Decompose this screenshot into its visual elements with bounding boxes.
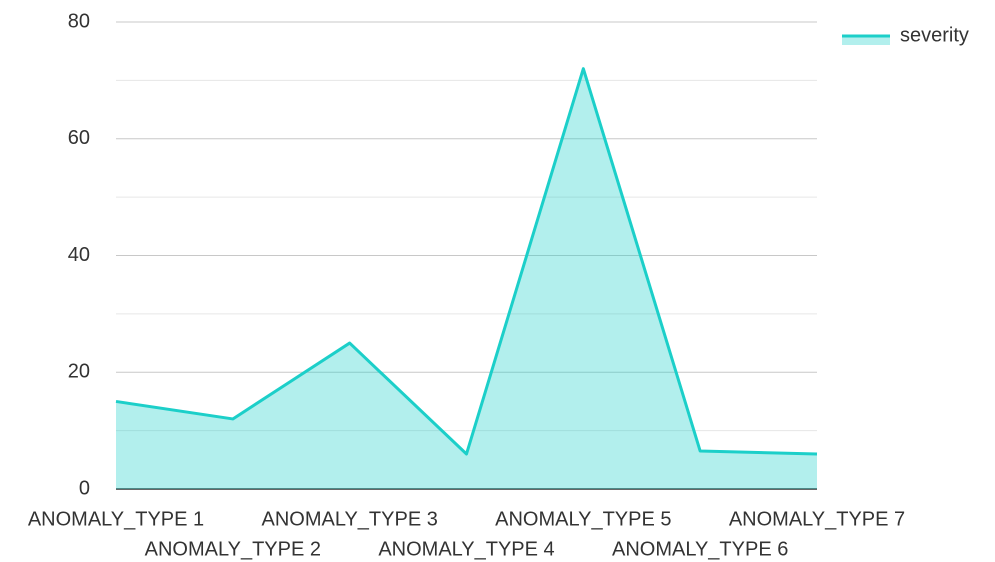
area-line <box>115 67 818 456</box>
y-tick-label: 20 <box>68 361 90 383</box>
x-tick-label: ANOMALY_TYPE 6 <box>612 538 788 560</box>
area-fill <box>116 68 817 489</box>
y-tick-label: 0 <box>79 477 90 499</box>
y-tick-label: 80 <box>68 10 90 32</box>
x-tick-label: ANOMALY_TYPE 5 <box>495 508 671 530</box>
legend-swatch-fill <box>842 36 890 45</box>
x-tick-label: ANOMALY_TYPE 1 <box>28 508 204 530</box>
y-tick-label: 40 <box>68 244 90 266</box>
x-tick-label: ANOMALY_TYPE 2 <box>145 538 321 560</box>
legend-label: severity <box>900 24 969 46</box>
y-tick-label: 60 <box>68 127 90 149</box>
x-tick-label: ANOMALY_TYPE 7 <box>729 508 905 530</box>
x-tick-label: ANOMALY_TYPE 4 <box>378 538 554 560</box>
x-tick-label: ANOMALY_TYPE 3 <box>261 508 437 530</box>
